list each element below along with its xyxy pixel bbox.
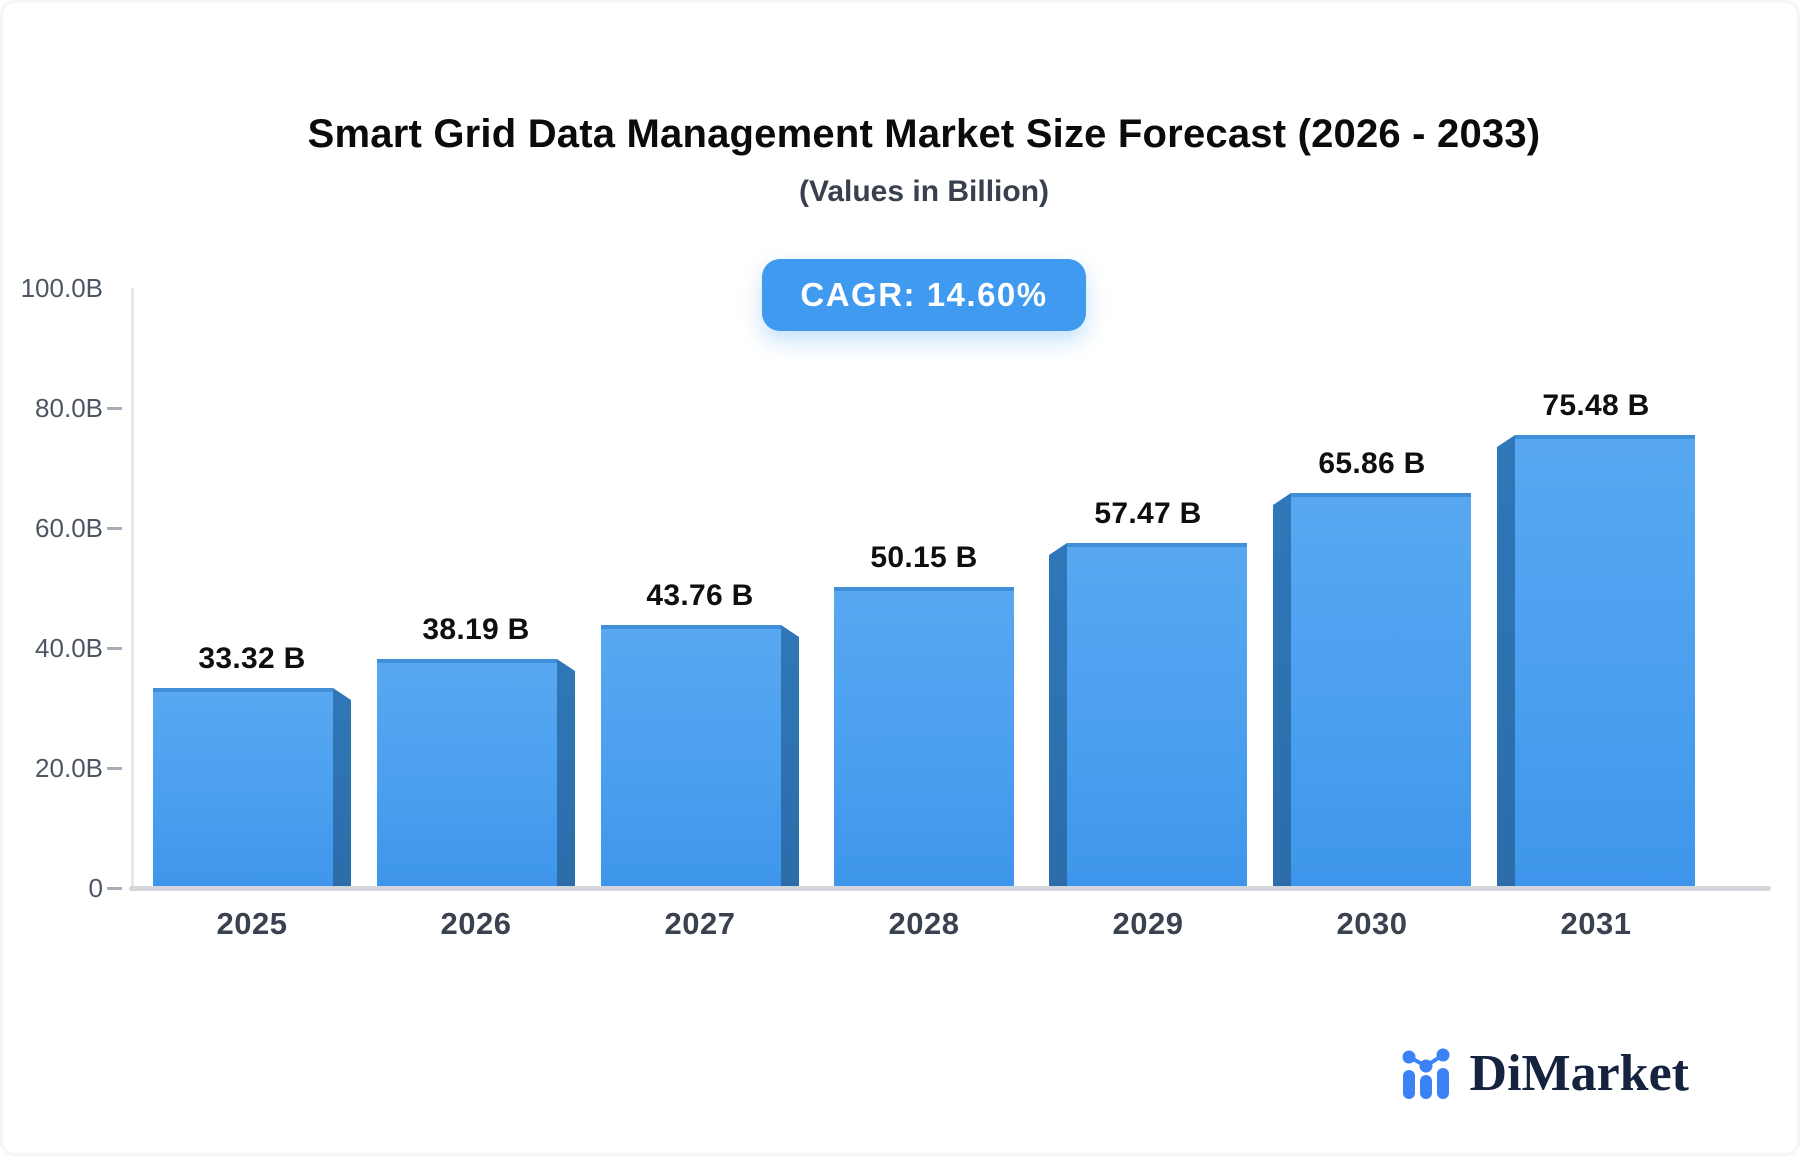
- cagr-badge: CAGR: 14.60%: [762, 259, 1086, 331]
- bar-face: [601, 625, 781, 888]
- y-tick-label: 60.0B: [35, 513, 103, 543]
- bar-slot: 57.47 B: [1036, 288, 1260, 888]
- bar-value-label: 65.86 B: [1318, 447, 1426, 480]
- bar-side-face: [781, 625, 799, 888]
- y-tick-mark: [107, 647, 122, 650]
- x-axis-label-2028: 2028: [888, 906, 960, 941]
- dimarket-bars-icon: [1402, 1048, 1450, 1099]
- bar-slot: 38.19 B: [364, 288, 588, 888]
- y-tick-label: 0: [88, 873, 103, 903]
- bar-face: [834, 587, 1014, 888]
- bar-slot: 43.76 B: [588, 288, 812, 888]
- x-axis-baseline: [129, 886, 1771, 891]
- bar-value-label: 75.48 B: [1542, 389, 1650, 422]
- y-tick-label: 80.0B: [35, 393, 103, 423]
- bar-side-face: [1497, 435, 1515, 888]
- bar-value-label: 43.76 B: [646, 579, 754, 612]
- bar-2028[interactable]: 50.15 B: [834, 541, 1014, 888]
- bar-side-face: [1273, 493, 1291, 888]
- y-tick-label: 20.0B: [35, 753, 103, 783]
- y-tick-mark: [107, 767, 122, 770]
- x-axis-label-2025: 2025: [216, 906, 288, 941]
- y-axis-line: [131, 288, 134, 888]
- x-axis-labels: 2025 2026 2027 2028 2029 2030 2031: [140, 906, 1708, 942]
- bar-slot: 33.32 B: [140, 288, 364, 888]
- logo-wordmark: DiMarket: [1469, 1045, 1689, 1102]
- bar-face: [1291, 493, 1471, 888]
- x-axis-label-2029: 2029: [1112, 906, 1184, 941]
- bar-2025[interactable]: 33.32 B: [153, 642, 351, 888]
- y-tick-label: 100.0B: [20, 273, 103, 303]
- bar-value-label: 33.32 B: [198, 642, 306, 675]
- bar-side-face: [1049, 543, 1067, 888]
- bar-value-label: 38.19 B: [422, 613, 530, 646]
- x-axis-label-2030: 2030: [1336, 906, 1408, 941]
- bar-value-label: 57.47 B: [1094, 497, 1202, 530]
- bar-slot: 50.15 B: [812, 288, 1036, 888]
- chart-title: Smart Grid Data Management Market Size F…: [307, 112, 1541, 156]
- bar-face: [1515, 435, 1695, 888]
- x-axis-label-2031: 2031: [1560, 906, 1632, 941]
- bar-2027[interactable]: 43.76 B: [601, 579, 799, 888]
- y-tick-mark: [107, 407, 122, 410]
- bar-slot: 65.86 B: [1260, 288, 1484, 888]
- bar-side-face: [333, 688, 351, 888]
- bar-face: [377, 659, 557, 888]
- bar-2026[interactable]: 38.19 B: [377, 613, 575, 888]
- bar-face: [153, 688, 333, 888]
- chart-subtitle: (Values in Billion): [798, 175, 1050, 208]
- bar-2029[interactable]: 57.47 B: [1049, 497, 1247, 888]
- y-tick-mark: [107, 527, 122, 530]
- y-tick-label: 40.0B: [35, 633, 103, 663]
- bar-side-face: [557, 659, 575, 888]
- bar-2031[interactable]: 75.48 B: [1497, 389, 1695, 888]
- bar-2030[interactable]: 65.86 B: [1273, 447, 1471, 888]
- chart-header: Smart Grid Data Management Market Size F…: [140, 113, 1708, 331]
- y-tick-mark: [107, 887, 122, 890]
- bar-value-label: 50.15 B: [870, 541, 978, 574]
- dimarket-logo: DiMarket: [1395, 1043, 1689, 1105]
- bar-slot: 75.48 B: [1484, 288, 1708, 888]
- bar-face: [1067, 543, 1247, 888]
- x-axis-label-2026: 2026: [440, 906, 512, 941]
- x-axis-label-2027: 2027: [664, 906, 736, 941]
- bar-series: 33.32 B 38.19 B 43.76 B 50.15 B 57.47 B 65.86…: [140, 288, 1708, 888]
